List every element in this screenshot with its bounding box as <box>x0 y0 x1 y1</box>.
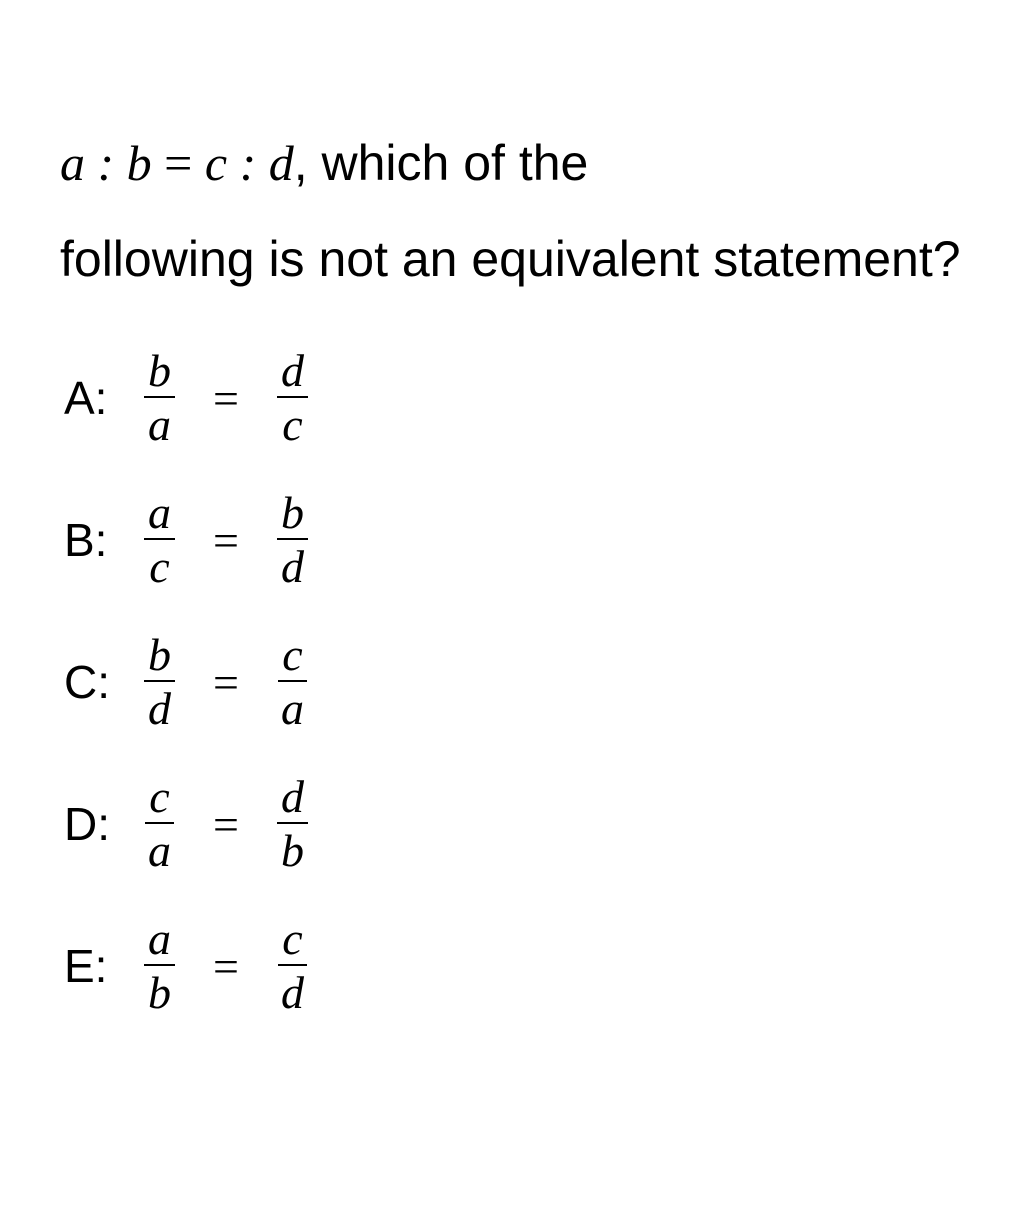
choice-e-lhs-fraction: a b <box>144 916 175 1016</box>
choice-c[interactable]: C: b d = c a <box>64 632 974 732</box>
choice-e-rhs-den: d <box>277 966 308 1016</box>
choice-c-rhs-fraction: c a <box>277 632 308 732</box>
question-line-2: following is not an equivalent statement… <box>60 226 974 294</box>
choice-d-rhs-den: b <box>277 824 308 874</box>
choice-c-rhs-den: a <box>277 682 308 732</box>
choice-c-rhs-num: c <box>278 632 306 682</box>
choice-d-rhs-num: d <box>277 774 308 824</box>
choice-e-lhs-num: a <box>144 916 175 966</box>
choice-a-equals: = <box>199 372 253 425</box>
question-line-1: a : b = c : d, which of the <box>60 130 974 198</box>
choice-d-equals: = <box>199 798 253 851</box>
question-stem: a : b = c : d, which of the following is… <box>60 130 974 293</box>
ratio-d: d <box>269 135 294 191</box>
choice-c-lhs-fraction: b d <box>144 632 175 732</box>
choice-b-lhs-fraction: a c <box>144 490 175 590</box>
choice-b-lhs-den: c <box>145 540 173 590</box>
ratio-a: a <box>60 135 85 191</box>
choice-e-rhs-num: c <box>278 916 306 966</box>
choice-e-rhs-fraction: c d <box>277 916 308 1016</box>
choice-c-label: C: <box>64 655 120 709</box>
choice-a[interactable]: A: b a = d c <box>64 348 974 448</box>
choice-a-rhs-den: c <box>278 398 306 448</box>
choice-d-label: D: <box>64 797 120 851</box>
choice-a-label: A: <box>64 371 120 425</box>
choice-d-lhs-fraction: c a <box>144 774 175 874</box>
choice-a-rhs-num: d <box>277 348 308 398</box>
choice-b-rhs-fraction: b d <box>277 490 308 590</box>
choice-e-label: E: <box>64 939 120 993</box>
choice-e-lhs-den: b <box>144 966 175 1016</box>
choice-e[interactable]: E: a b = c d <box>64 916 974 1016</box>
choice-d-lhs-num: c <box>145 774 173 824</box>
choice-b-equals: = <box>199 514 253 567</box>
choice-d-rhs-fraction: d b <box>277 774 308 874</box>
colon-2: : <box>227 135 269 191</box>
choice-b-rhs-num: b <box>277 490 308 540</box>
choice-a-rhs-fraction: d c <box>277 348 308 448</box>
choice-b[interactable]: B: a c = b d <box>64 490 974 590</box>
choice-e-equals: = <box>199 940 253 993</box>
answer-choices: A: b a = d c B: a c = b d C: <box>60 348 974 1016</box>
choice-a-lhs-fraction: b a <box>144 348 175 448</box>
choice-c-lhs-den: d <box>144 682 175 732</box>
ratio-c: c <box>205 135 227 191</box>
ratio-b: b <box>127 135 152 191</box>
choice-b-lhs-num: a <box>144 490 175 540</box>
equals-sign: = <box>152 135 205 191</box>
question-tail-1: , which of the <box>294 135 589 191</box>
question-page: a : b = c : d, which of the following is… <box>0 0 1024 1016</box>
choice-b-rhs-den: d <box>277 540 308 590</box>
choice-a-lhs-den: a <box>144 398 175 448</box>
colon-1: : <box>85 135 127 191</box>
choice-c-lhs-num: b <box>144 632 175 682</box>
choice-d-lhs-den: a <box>144 824 175 874</box>
choice-a-lhs-num: b <box>144 348 175 398</box>
choice-b-label: B: <box>64 513 120 567</box>
choice-c-equals: = <box>199 656 253 709</box>
choice-d[interactable]: D: c a = d b <box>64 774 974 874</box>
